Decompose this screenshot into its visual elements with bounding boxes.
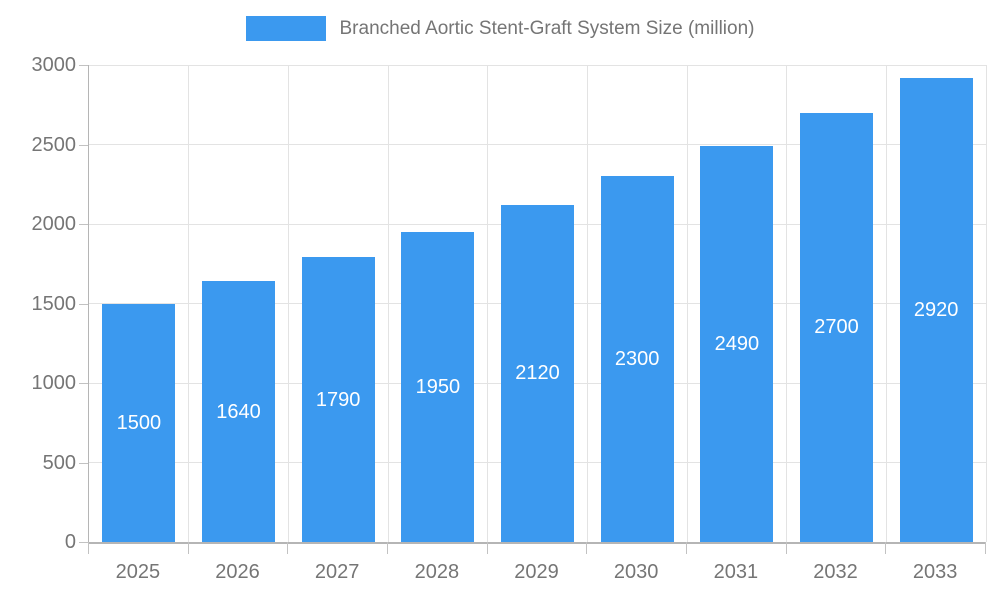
gridline-vertical [487, 65, 489, 542]
x-axis-tick [287, 542, 289, 554]
bar-2032[interactable]: 2700 [800, 112, 873, 542]
bar-value-label: 2120 [515, 362, 560, 385]
gridline-vertical [686, 65, 688, 542]
bar-2031[interactable]: 2490 [700, 146, 774, 542]
x-axis-tick-label: 2031 [713, 561, 759, 583]
x-axis-tick-label: 2029 [514, 561, 559, 583]
y-axis-tick-label: 1000 [31, 372, 77, 394]
gridline-vertical [188, 65, 190, 542]
gridline-vertical [885, 65, 887, 542]
gridline-vertical [786, 65, 788, 542]
y-axis-tick-label: 500 [42, 451, 76, 474]
gridline-horizontal [89, 144, 986, 145]
x-axis-tick [486, 542, 488, 554]
y-axis-tick-label: 2500 [31, 133, 77, 156]
bar-2028[interactable]: 1950 [401, 231, 475, 542]
y-axis-tick [79, 462, 88, 464]
bar-value-label: 1640 [216, 400, 261, 423]
x-axis-tick [885, 542, 887, 554]
legend-label: Branched Aortic Stent-Graft System Size … [339, 18, 755, 39]
y-axis-tick-label: 2000 [31, 213, 77, 235]
y-axis-tick-label: 1500 [31, 292, 77, 315]
x-axis-tick [686, 542, 687, 554]
x-axis-tick-label: 2030 [613, 561, 659, 583]
x-axis-tick [785, 542, 787, 554]
gridline-vertical [387, 65, 389, 542]
x-axis-tick-label: 2025 [115, 561, 161, 583]
x-axis-tick [187, 542, 189, 554]
x-axis-tick [586, 542, 588, 554]
y-axis-tick-label: 3000 [31, 54, 77, 76]
x-axis-tick [985, 542, 986, 554]
x-axis-tick-label: 2033 [912, 561, 958, 583]
y-axis-tick [79, 224, 88, 225]
bar-2026[interactable]: 1640 [202, 281, 275, 542]
bar-value-label: 2920 [913, 298, 959, 321]
legend-swatch [245, 16, 326, 41]
y-axis-tick [79, 303, 88, 305]
bar-value-label: 1950 [415, 375, 461, 398]
bar-2033[interactable]: 2920 [899, 77, 973, 542]
x-axis-tick-label: 2028 [414, 561, 460, 583]
gridline-vertical [985, 65, 987, 542]
bar-value-label: 2700 [814, 316, 859, 339]
bar-2030[interactable]: 2300 [600, 176, 674, 542]
bar-2029[interactable]: 2120 [501, 204, 574, 542]
bar-value-label: 2490 [714, 333, 760, 356]
y-axis-tick [79, 65, 88, 66]
gridline-vertical [287, 65, 289, 542]
x-axis-tick [387, 542, 388, 554]
bar-2025[interactable]: 1500 [102, 303, 176, 542]
gridline-vertical [586, 65, 588, 542]
bar-value-label: 2300 [614, 348, 660, 371]
gridline-horizontal [89, 64, 986, 66]
x-axis-tick-label: 2032 [813, 561, 858, 583]
x-axis-tick [88, 542, 89, 554]
bar-value-label: 1790 [315, 388, 361, 411]
y-axis-tick [79, 383, 88, 384]
x-axis-tick-label: 2027 [314, 561, 360, 583]
y-axis-tick [79, 144, 88, 146]
plot-area: 1500 1640 1790 1950 2120 2300 2490 2700 2920 [88, 64, 987, 544]
y-axis-tick [79, 542, 88, 543]
bar-value-label: 1500 [116, 411, 162, 434]
x-axis-tick-label: 2026 [215, 561, 260, 583]
bar-2027[interactable]: 1790 [301, 257, 375, 542]
y-axis-tick-label: 0 [64, 531, 76, 553]
legend[interactable]: Branched Aortic Stent-Graft System Size … [0, 16, 1000, 41]
